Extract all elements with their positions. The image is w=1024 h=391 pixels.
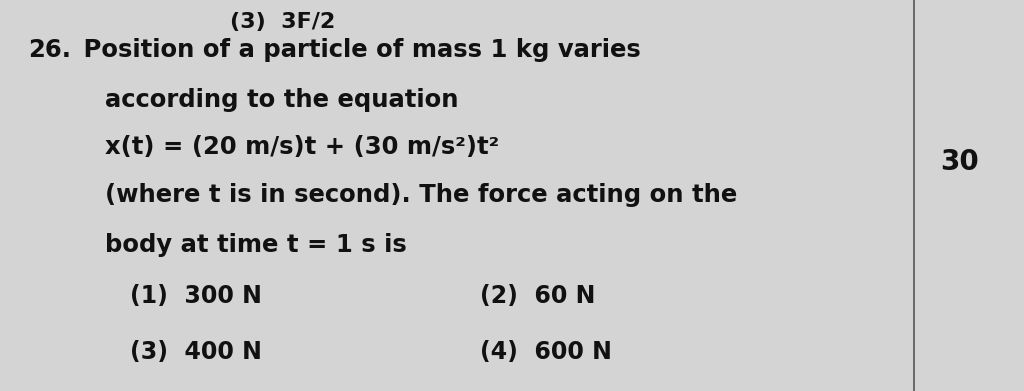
- Text: body at time t = 1 s is: body at time t = 1 s is: [105, 233, 407, 257]
- Text: (3)  3F/2: (3) 3F/2: [230, 12, 335, 32]
- Text: 30: 30: [941, 148, 979, 176]
- Text: (2)  60 N: (2) 60 N: [480, 284, 595, 308]
- Text: 26.: 26.: [28, 38, 71, 62]
- Text: according to the equation: according to the equation: [105, 88, 459, 112]
- Text: Position of a particle of mass 1 kg varies: Position of a particle of mass 1 kg vari…: [75, 38, 641, 62]
- Text: (3)  400 N: (3) 400 N: [130, 340, 262, 364]
- Text: x(t) = (20 m/s)t + (30 m/s²)t²: x(t) = (20 m/s)t + (30 m/s²)t²: [105, 135, 500, 159]
- Text: (1)  300 N: (1) 300 N: [130, 284, 262, 308]
- Text: (4)  600 N: (4) 600 N: [480, 340, 612, 364]
- Text: (where t is in second). The force acting on the: (where t is in second). The force acting…: [105, 183, 737, 207]
